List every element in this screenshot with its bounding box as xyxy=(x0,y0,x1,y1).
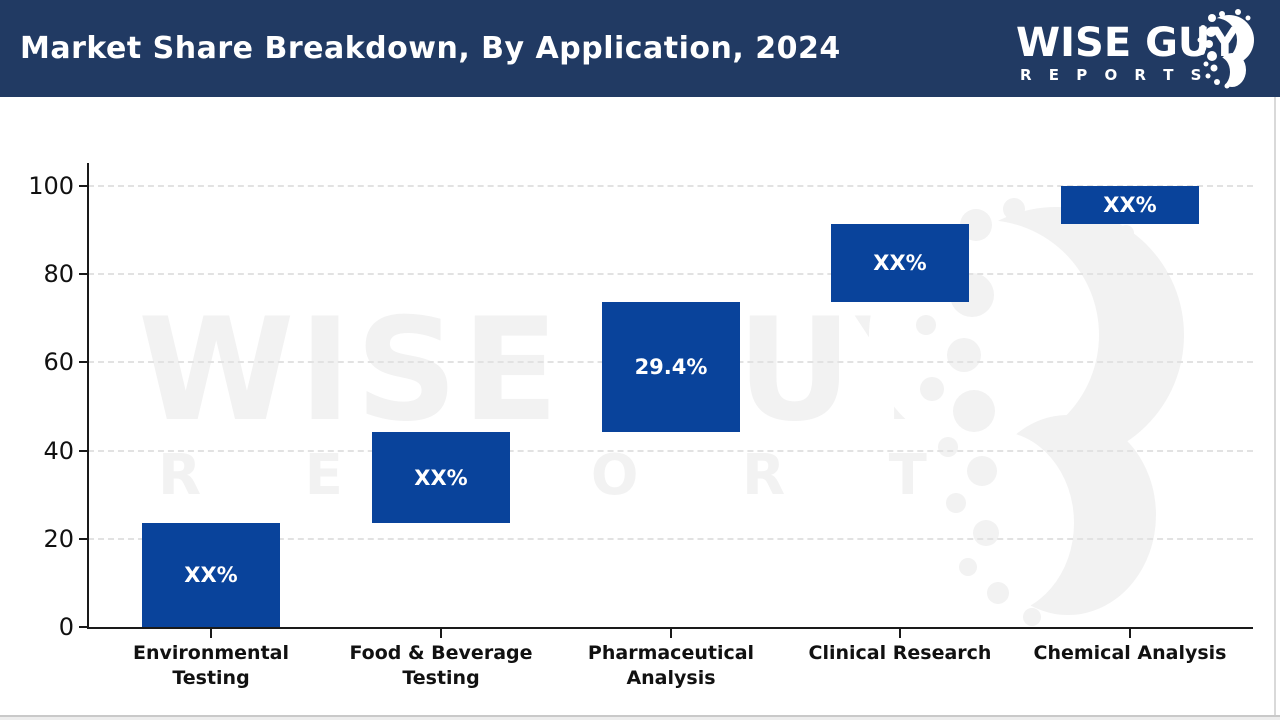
bar-value-label: XX% xyxy=(873,251,927,275)
bar-value-label: XX% xyxy=(414,465,468,490)
bar-value-label: 29.4% xyxy=(634,355,708,379)
gridline-y100 xyxy=(88,185,1253,187)
y-tick-label-60: 60 xyxy=(43,348,74,376)
gridline-y40 xyxy=(88,450,1253,452)
x-tick-0 xyxy=(210,629,212,638)
y-tick-0 xyxy=(79,626,88,628)
x-category-label: Food & Beverage Testing xyxy=(321,641,561,691)
y-tick-label-0: 0 xyxy=(58,613,74,641)
logo-subtext: R E P O R T S xyxy=(1020,66,1207,84)
x-tick-1 xyxy=(440,629,442,638)
bar-4: XX% xyxy=(1061,186,1199,224)
x-category-label: Chemical Analysis xyxy=(1010,641,1250,666)
x-category-label-line: Food & Beverage xyxy=(349,642,533,664)
x-tick-4 xyxy=(1129,629,1131,638)
gridline-y80 xyxy=(88,273,1253,275)
y-tick-100 xyxy=(79,185,88,187)
x-category-label: Pharmaceutical Analysis xyxy=(551,641,791,691)
x-tick-3 xyxy=(899,629,901,638)
y-tick-80 xyxy=(79,273,88,275)
y-tick-label-100: 100 xyxy=(28,172,74,200)
x-axis-line xyxy=(87,627,1253,629)
gridline-y20 xyxy=(88,538,1253,540)
watermark-subtext: R E P O R T S xyxy=(158,443,1113,508)
x-category-label: Environmental Testing xyxy=(91,641,331,691)
bar-value-label: XX% xyxy=(184,563,238,587)
y-tick-40 xyxy=(79,450,88,452)
footer-strip xyxy=(0,715,1280,720)
y-tick-label-20: 20 xyxy=(43,525,74,553)
y-axis-line xyxy=(87,163,89,627)
x-category-label-line: Testing xyxy=(402,667,480,690)
bar-value-label: XX% xyxy=(1103,193,1157,217)
x-category-label-line: Analysis xyxy=(626,667,716,690)
bar-1: XX% xyxy=(372,432,510,523)
watermark-wordmark: WISE GUY xyxy=(138,288,963,453)
x-category-label-line: Chemical Analysis xyxy=(1033,642,1227,664)
x-category-label-line: Clinical Research xyxy=(808,642,992,664)
x-category-label-line: Environmental xyxy=(133,642,289,664)
x-category-label-line: Testing xyxy=(172,667,250,690)
y-tick-20 xyxy=(79,538,88,540)
x-category-label-line: Pharmaceutical xyxy=(587,642,755,664)
bar-0: XX% xyxy=(142,523,280,627)
y-tick-label-40: 40 xyxy=(43,437,74,465)
x-tick-2 xyxy=(670,629,672,638)
page-title: Market Share Breakdown, By Application, … xyxy=(20,31,841,66)
y-tick-label-80: 80 xyxy=(43,260,74,288)
bar-2: 29.4% xyxy=(602,302,740,432)
wise-guy-reports-logo: WISE GUY R E P O R T S xyxy=(1016,9,1254,89)
x-category-label: Clinical Research xyxy=(780,641,1020,666)
page-right-border xyxy=(1274,97,1276,720)
bar-3: XX% xyxy=(831,224,969,302)
y-tick-60 xyxy=(79,361,88,363)
logo-head-icon xyxy=(1193,9,1254,89)
watermark-head-icon xyxy=(869,197,1184,626)
plot-area: 0 20 40 60 80 100 XX% Environmental Testing XX% Fo… xyxy=(0,97,1280,720)
logo-wordmark: WISE GUY xyxy=(1016,20,1240,66)
header-bar: Market Share Breakdown, By Application, … xyxy=(0,0,1280,97)
